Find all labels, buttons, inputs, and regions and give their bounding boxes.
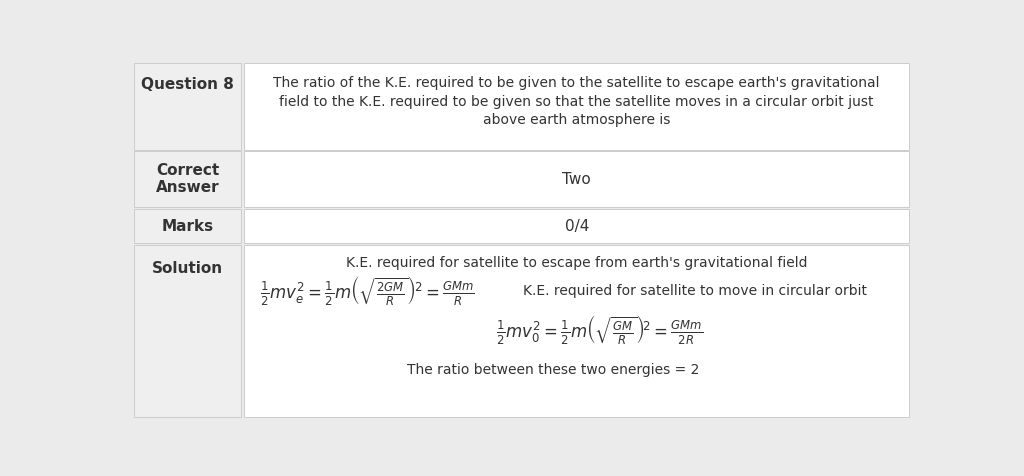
Text: Marks: Marks bbox=[162, 218, 214, 234]
Text: K.E. required for satellite to escape from earth's gravitational field: K.E. required for satellite to escape fr… bbox=[346, 256, 808, 270]
FancyBboxPatch shape bbox=[134, 245, 241, 417]
FancyBboxPatch shape bbox=[245, 209, 909, 243]
Text: field to the K.E. required to be given so that the satellite moves in a circular: field to the K.E. required to be given s… bbox=[280, 95, 873, 109]
Text: Correct
Answer: Correct Answer bbox=[156, 163, 219, 195]
FancyBboxPatch shape bbox=[245, 245, 909, 417]
Text: $\frac{1}{2}mv_e^2 = \frac{1}{2}m\left(\sqrt{\frac{2GM}{R}}\right)^{\!2} = \frac: $\frac{1}{2}mv_e^2 = \frac{1}{2}m\left(\… bbox=[260, 274, 474, 308]
Text: 0/4: 0/4 bbox=[564, 218, 589, 234]
Text: Solution: Solution bbox=[153, 260, 223, 276]
Text: The ratio of the K.E. required to be given to the satellite to escape earth's gr: The ratio of the K.E. required to be giv… bbox=[273, 76, 880, 90]
FancyBboxPatch shape bbox=[245, 63, 909, 149]
Text: Two: Two bbox=[562, 172, 591, 187]
FancyBboxPatch shape bbox=[134, 63, 241, 149]
Text: The ratio between these two energies = 2: The ratio between these two energies = 2 bbox=[408, 363, 699, 377]
FancyBboxPatch shape bbox=[245, 151, 909, 207]
Text: Question 8: Question 8 bbox=[141, 77, 234, 92]
FancyBboxPatch shape bbox=[134, 209, 241, 243]
Text: K.E. required for satellite to move in circular orbit: K.E. required for satellite to move in c… bbox=[523, 284, 867, 298]
Text: $\frac{1}{2}mv_0^2 = \frac{1}{2}m\left(\sqrt{\frac{GM}{R}}\right)^{\!2} = \frac{: $\frac{1}{2}mv_0^2 = \frac{1}{2}m\left(\… bbox=[497, 313, 703, 347]
Text: above earth atmosphere is: above earth atmosphere is bbox=[483, 113, 671, 127]
FancyBboxPatch shape bbox=[134, 151, 241, 207]
